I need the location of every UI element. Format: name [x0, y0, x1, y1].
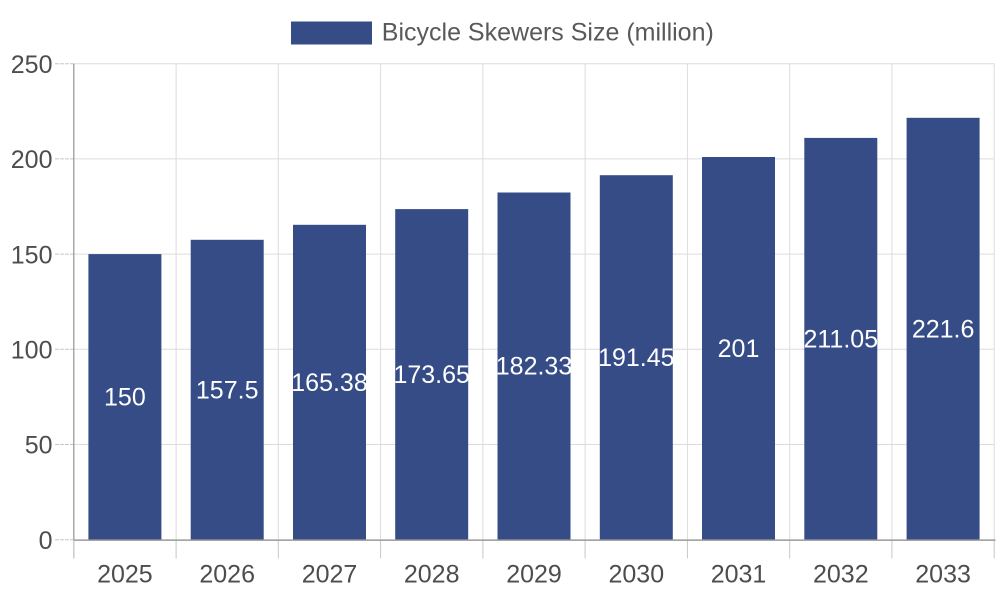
svg-text:211.05: 211.05 [803, 325, 878, 353]
svg-text:2032: 2032 [813, 560, 869, 588]
svg-text:2033: 2033 [915, 560, 971, 588]
svg-text:201: 201 [718, 335, 760, 363]
svg-text:150: 150 [11, 241, 53, 269]
svg-text:150: 150 [104, 384, 146, 412]
svg-text:182.33: 182.33 [496, 353, 572, 381]
svg-text:2026: 2026 [199, 560, 255, 588]
svg-text:221.6: 221.6 [912, 315, 975, 343]
svg-text:100: 100 [11, 337, 53, 365]
svg-text:50: 50 [25, 432, 53, 460]
svg-text:173.65: 173.65 [393, 361, 469, 389]
svg-text:Bicycle Skewers Size (million): Bicycle Skewers Size (million) [382, 19, 714, 47]
svg-text:165.38: 165.38 [291, 369, 367, 397]
svg-text:2029: 2029 [506, 560, 562, 588]
svg-text:200: 200 [11, 146, 53, 174]
svg-text:2025: 2025 [97, 560, 153, 588]
svg-text:2031: 2031 [711, 560, 767, 588]
svg-text:250: 250 [11, 51, 53, 79]
svg-text:2028: 2028 [404, 560, 460, 588]
svg-text:191.45: 191.45 [598, 344, 674, 372]
svg-text:0: 0 [39, 527, 53, 555]
svg-text:157.5: 157.5 [196, 376, 259, 404]
svg-text:2030: 2030 [608, 560, 664, 588]
svg-text:2027: 2027 [302, 560, 358, 588]
